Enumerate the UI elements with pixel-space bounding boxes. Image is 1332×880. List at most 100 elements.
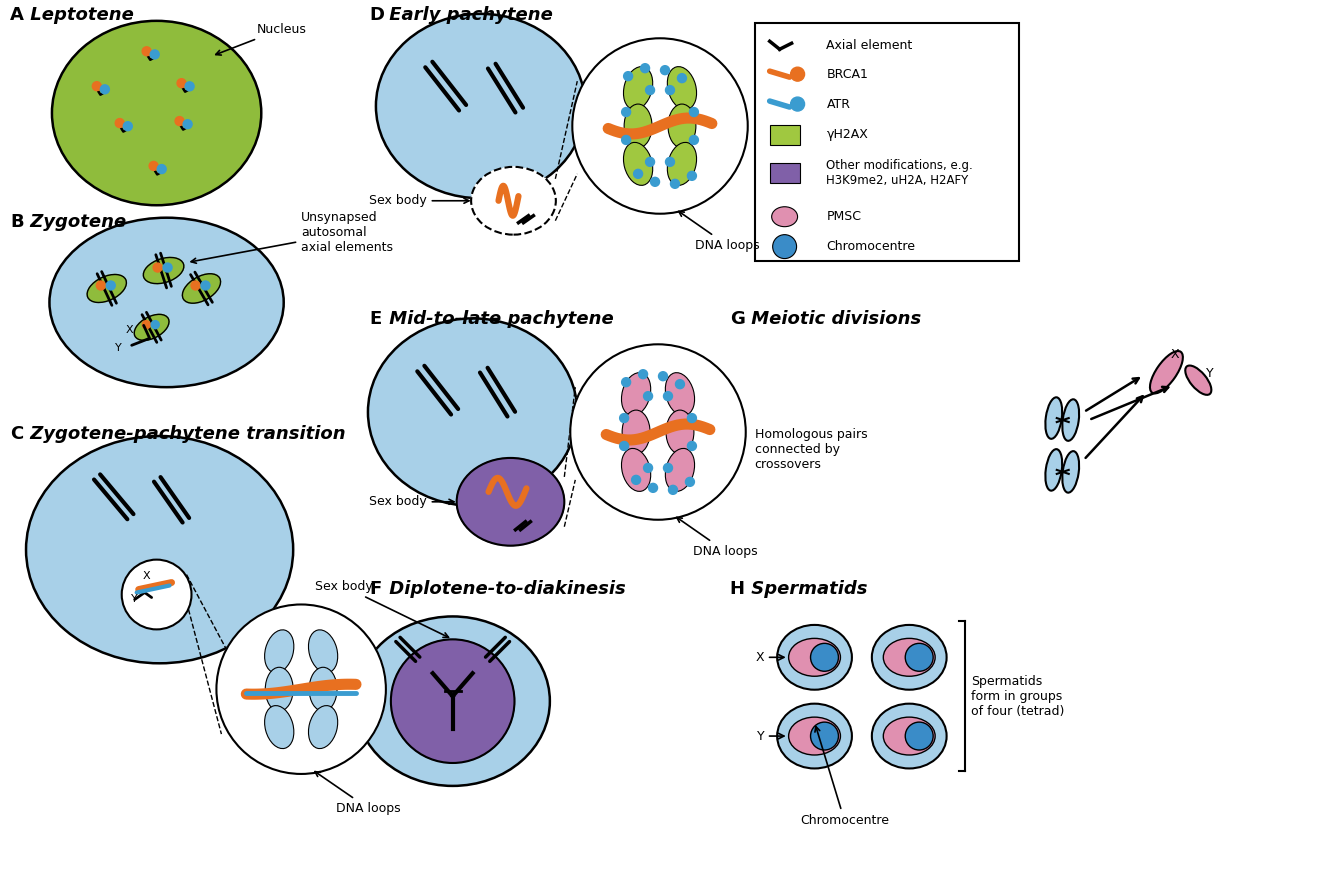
Ellipse shape: [1185, 365, 1211, 395]
Ellipse shape: [666, 410, 694, 454]
Ellipse shape: [623, 143, 653, 186]
Text: Chromocentre: Chromocentre: [801, 727, 888, 827]
Ellipse shape: [771, 207, 798, 227]
Text: A: A: [11, 6, 24, 25]
Text: Early pachytene: Early pachytene: [382, 6, 553, 25]
Circle shape: [646, 158, 654, 166]
Ellipse shape: [309, 667, 337, 711]
Text: X: X: [757, 651, 765, 664]
Circle shape: [791, 97, 805, 111]
Circle shape: [185, 82, 194, 91]
Circle shape: [619, 414, 629, 422]
Text: Sex body: Sex body: [369, 495, 454, 509]
Text: Y: Y: [132, 595, 139, 605]
Circle shape: [641, 63, 650, 73]
Circle shape: [149, 161, 159, 171]
Text: F: F: [369, 580, 381, 598]
Circle shape: [201, 281, 210, 290]
Circle shape: [670, 180, 679, 188]
Text: Nucleus: Nucleus: [216, 23, 306, 55]
Circle shape: [96, 281, 105, 290]
Circle shape: [182, 120, 192, 128]
Bar: [755, 23, 1019, 260]
Circle shape: [669, 486, 678, 495]
Text: B: B: [11, 213, 24, 231]
Circle shape: [666, 158, 674, 166]
Ellipse shape: [872, 625, 947, 690]
Ellipse shape: [1063, 451, 1079, 493]
Ellipse shape: [623, 67, 653, 110]
Ellipse shape: [1063, 400, 1079, 441]
Circle shape: [646, 85, 654, 94]
Circle shape: [675, 379, 685, 389]
Ellipse shape: [665, 372, 694, 415]
Ellipse shape: [356, 617, 550, 786]
Text: X: X: [127, 326, 133, 335]
Ellipse shape: [622, 410, 650, 454]
Text: Mid-to-late pachytene: Mid-to-late pachytene: [382, 311, 614, 328]
Circle shape: [906, 722, 934, 750]
Ellipse shape: [883, 717, 935, 755]
Text: D: D: [369, 6, 384, 25]
Ellipse shape: [667, 67, 697, 110]
Circle shape: [151, 320, 160, 329]
Ellipse shape: [52, 21, 261, 205]
Circle shape: [216, 605, 386, 774]
Ellipse shape: [309, 706, 338, 749]
Text: G: G: [730, 311, 745, 328]
Circle shape: [573, 38, 747, 214]
Text: X: X: [1171, 348, 1179, 362]
Ellipse shape: [622, 449, 651, 491]
Circle shape: [687, 442, 697, 451]
Ellipse shape: [87, 275, 127, 303]
Circle shape: [661, 66, 670, 75]
Circle shape: [622, 136, 630, 144]
Ellipse shape: [667, 104, 695, 148]
Circle shape: [177, 78, 186, 88]
Circle shape: [791, 67, 805, 81]
Text: Leptotene: Leptotene: [24, 6, 135, 25]
Circle shape: [663, 392, 673, 400]
Circle shape: [622, 107, 630, 116]
Circle shape: [190, 281, 200, 290]
Ellipse shape: [789, 638, 840, 676]
Text: Y: Y: [115, 343, 121, 353]
Circle shape: [666, 85, 674, 94]
Ellipse shape: [368, 319, 577, 506]
Circle shape: [151, 50, 160, 59]
Text: Zygotene: Zygotene: [24, 213, 127, 231]
Ellipse shape: [777, 704, 852, 768]
Circle shape: [663, 464, 673, 473]
Text: H: H: [730, 580, 745, 598]
Circle shape: [811, 722, 838, 750]
Text: X: X: [143, 570, 151, 581]
Ellipse shape: [622, 372, 651, 415]
Text: Meiotic divisions: Meiotic divisions: [745, 311, 920, 328]
Text: Spermatids: Spermatids: [745, 580, 867, 598]
Ellipse shape: [1046, 449, 1062, 491]
Circle shape: [678, 74, 686, 83]
Circle shape: [153, 263, 163, 272]
Circle shape: [687, 414, 697, 422]
Circle shape: [649, 483, 658, 492]
Circle shape: [116, 119, 124, 128]
Text: DNA loops: DNA loops: [679, 211, 759, 252]
Circle shape: [390, 640, 514, 763]
Circle shape: [643, 464, 653, 473]
Circle shape: [157, 165, 166, 173]
Ellipse shape: [883, 638, 935, 676]
Text: DNA loops: DNA loops: [677, 517, 758, 558]
Circle shape: [686, 477, 694, 487]
Text: Zygotene-pachytene transition: Zygotene-pachytene transition: [24, 425, 346, 443]
Ellipse shape: [789, 717, 840, 755]
Ellipse shape: [1046, 397, 1062, 439]
Ellipse shape: [49, 217, 284, 387]
Circle shape: [658, 371, 667, 381]
Ellipse shape: [625, 104, 653, 148]
Text: Sex body: Sex body: [369, 194, 469, 208]
Text: Diplotene-to-diakinesis: Diplotene-to-diakinesis: [382, 580, 626, 598]
Circle shape: [638, 370, 647, 378]
Circle shape: [690, 107, 698, 116]
Text: ATR: ATR: [826, 98, 851, 111]
Circle shape: [92, 82, 101, 91]
